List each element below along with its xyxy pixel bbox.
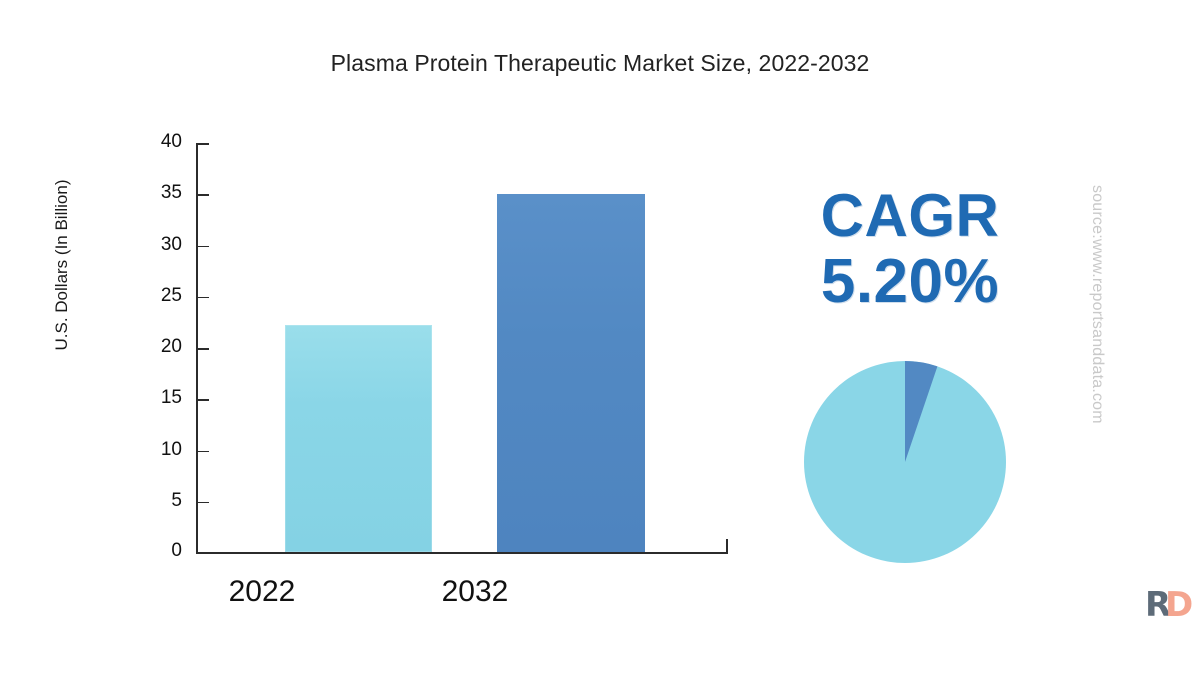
pie-svg — [804, 361, 1006, 563]
y-tick-40: 40 — [161, 131, 209, 152]
y-tick-label-35: 35 — [160, 182, 182, 204]
y-tick-label-20: 20 — [160, 336, 182, 357]
reports-and-data-logo: R D — [1145, 588, 1193, 622]
logo-letter-d: D — [1165, 585, 1194, 625]
y-tick-10: 10 — [161, 439, 209, 460]
cagr-value: 5.20% — [820, 247, 1000, 316]
pie-slice-highlight — [905, 361, 938, 462]
y-tick-5: 5 — [171, 490, 209, 511]
y-tick-35: 35 — [161, 182, 209, 203]
y-tick-label-25: 25 — [160, 284, 182, 306]
cagr-pie-chart — [803, 360, 1007, 564]
bar-2022[interactable] — [285, 325, 432, 552]
y-tick-label-15: 15 — [160, 387, 182, 409]
logo-letter-r: R — [1145, 585, 1172, 625]
y-tick-label-5: 5 — [171, 489, 182, 511]
y-tick-15: 15 — [161, 387, 209, 408]
x-tick-label-2022: 2022 — [228, 575, 296, 608]
x-axis-end-cap — [726, 539, 728, 553]
y-tick-label-10: 10 — [160, 438, 182, 460]
y-tick-label-0: 0 — [171, 540, 182, 561]
source-watermark: source:www.reportsanddata.com — [1089, 185, 1106, 424]
bar-chart: U.S. Dollars (In Billion) 40 35 30 25 20… — [52, 131, 728, 608]
page-title: Plasma Protein Therapeutic Market Size, … — [330, 50, 870, 76]
y-tick-30: 30 — [161, 234, 209, 255]
x-axis-line — [196, 552, 728, 554]
plot-area: 40 35 30 25 20 15 10 5 0 — [161, 131, 728, 561]
y-tick-0: 0 — [171, 540, 209, 561]
x-tick-label-2032: 2032 — [441, 575, 509, 608]
y-tick-20: 20 — [161, 336, 209, 357]
y-tick-25: 25 — [161, 285, 209, 306]
y-tick-label-40: 40 — [160, 131, 182, 152]
bar-2032[interactable] — [497, 194, 645, 552]
y-tick-label-30: 30 — [160, 233, 182, 255]
cagr-block: CAGR 5.20% — [790, 185, 1030, 317]
cagr-label: CAGR — [820, 182, 1000, 249]
y-axis-label: U.S. Dollars (In Billion) — [52, 179, 71, 351]
